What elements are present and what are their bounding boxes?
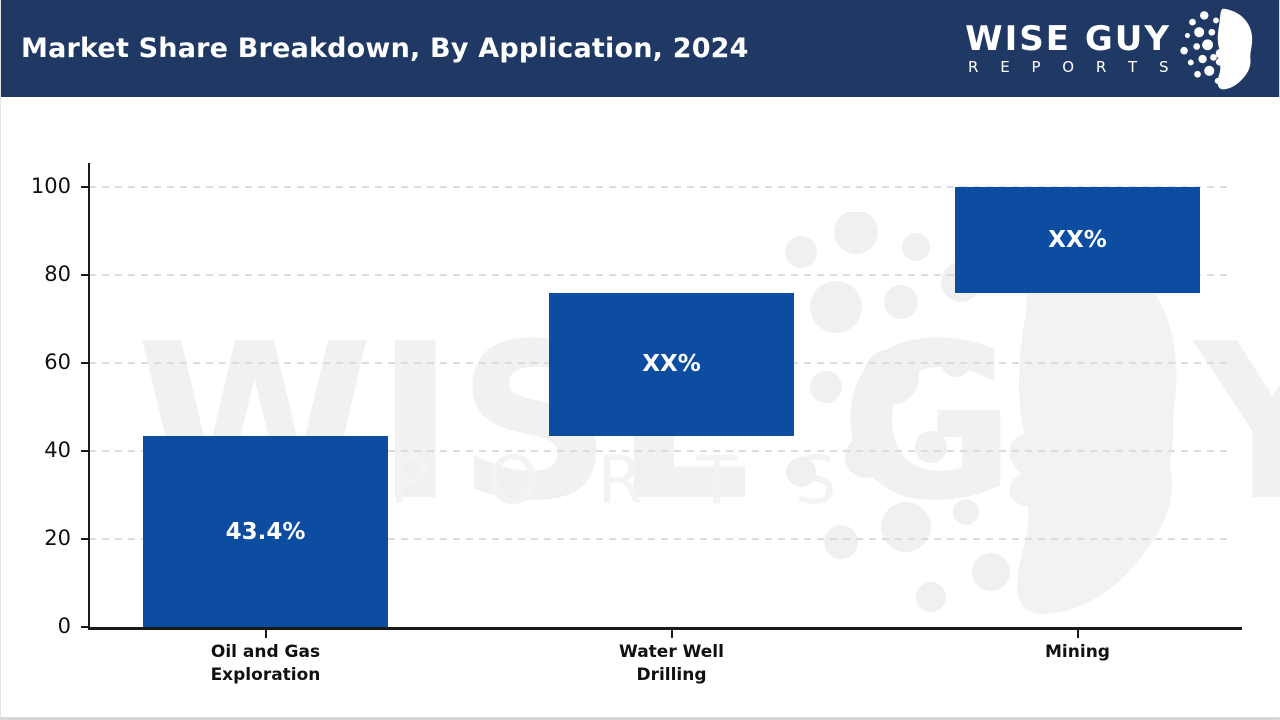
category-label-line: Drilling xyxy=(636,664,707,685)
x-tick-mark xyxy=(1076,630,1079,638)
gridline-40 xyxy=(89,450,1233,452)
bar-value-label: 43.4% xyxy=(225,518,306,545)
y-tick-mark xyxy=(81,362,89,364)
x-tick-mark xyxy=(670,630,673,638)
category-label-line: Oil and Gas xyxy=(210,642,321,662)
gridline-20 xyxy=(89,538,1233,540)
gridline-100 xyxy=(89,186,1233,188)
bar-value-label: XX% xyxy=(1048,226,1107,253)
y-tick-mark xyxy=(81,274,89,276)
y-axis-line xyxy=(88,163,90,628)
bar-value-label: XX% xyxy=(642,351,701,378)
category-label: Mining xyxy=(918,641,1238,664)
y-tick-label: 20 xyxy=(44,526,71,550)
y-tick-mark xyxy=(81,626,89,628)
x-tick-mark xyxy=(264,630,267,638)
y-tick-label: 40 xyxy=(44,438,71,462)
category-label-line: Mining xyxy=(1045,642,1110,662)
category-label: Oil and Gas Exploration xyxy=(106,641,426,687)
logo-wordmark: WISE GUY xyxy=(965,19,1171,59)
gridline-80 xyxy=(89,274,1233,276)
category-label-line: Exploration xyxy=(210,664,321,685)
logo-subtext: R E P O R T S xyxy=(968,58,1177,76)
logo-face-icon xyxy=(1180,8,1253,89)
header-bar: Market Share Breakdown, By Application, … xyxy=(1,0,1279,97)
y-tick-label: 0 xyxy=(57,614,71,638)
y-tick-mark xyxy=(81,538,89,540)
x-axis-line xyxy=(88,627,1242,630)
y-tick-label: 80 xyxy=(44,262,71,286)
chart-title: Market Share Breakdown, By Application, … xyxy=(21,33,749,64)
bar-2: XX% xyxy=(549,292,794,437)
bar-1: 43.4% xyxy=(143,436,388,627)
y-tick-label: 100 xyxy=(30,174,71,198)
category-label: Water Well Drilling xyxy=(512,641,832,687)
category-label-line: Water Well xyxy=(619,642,724,662)
y-tick-label: 60 xyxy=(44,350,71,374)
y-tick-mark xyxy=(81,450,89,452)
bar-3: XX% xyxy=(955,187,1200,293)
chart-area: WISE GUY REPORTS 0 20 40 60 80 100 43.4% Oil an… xyxy=(1,97,1280,717)
logo-text: WISE GUY R E P O R T S xyxy=(965,22,1171,75)
y-tick-mark xyxy=(81,186,89,188)
brand-logo: WISE GUY R E P O R T S xyxy=(965,7,1259,91)
